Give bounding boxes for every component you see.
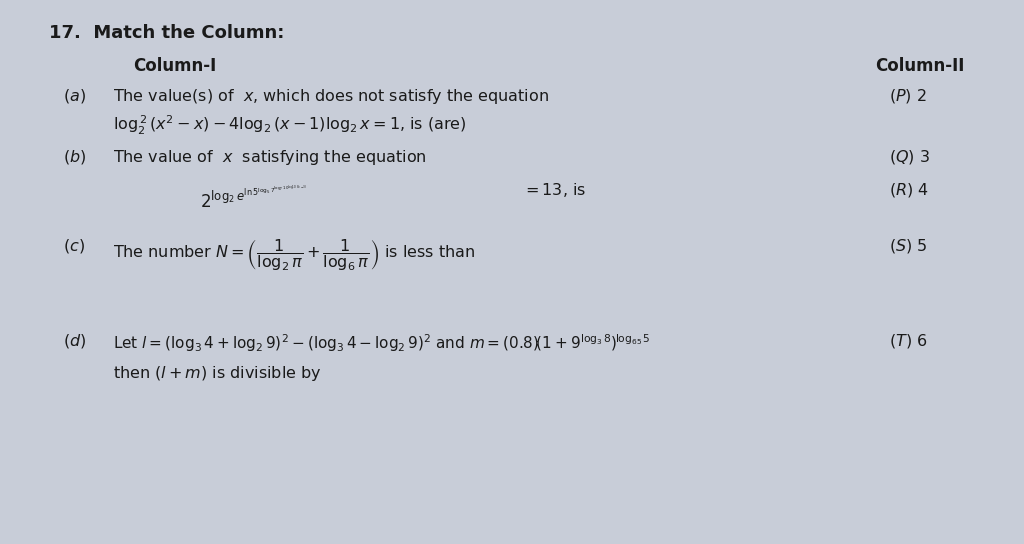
Text: The number $N = \left(\dfrac{1}{\log_2 \pi}+\dfrac{1}{\log_6 \pi}\right)$ is les: The number $N = \left(\dfrac{1}{\log_2 \… (113, 237, 475, 273)
Text: Column-I: Column-I (133, 57, 216, 75)
Text: $(d)$: $(d)$ (63, 332, 87, 350)
Text: $2^{\log_2 e^{\ln 5^{\log_5 7^{\log_7 10^{\log_{10}(8x-3)}}}}}$: $2^{\log_2 e^{\ln 5^{\log_5 7^{\log_7 10… (200, 185, 307, 212)
Text: $(R)\ 4$: $(R)\ 4$ (889, 181, 929, 199)
Text: $(Q)\ 3$: $(Q)\ 3$ (889, 148, 930, 166)
Text: Column-II: Column-II (876, 57, 965, 75)
Text: The value of  $x$  satisfying the equation: The value of $x$ satisfying the equation (113, 148, 426, 167)
Text: $(T)\ 6$: $(T)\ 6$ (889, 332, 928, 350)
Text: $(b)$: $(b)$ (63, 148, 87, 166)
Text: $(P)\ 2$: $(P)\ 2$ (889, 87, 927, 105)
Text: 17.  Match the Column:: 17. Match the Column: (49, 24, 285, 42)
Text: The value(s) of  $x$, which does not satisfy the equation: The value(s) of $x$, which does not sati… (113, 87, 549, 106)
Text: $(c)$: $(c)$ (63, 237, 85, 255)
Text: $(S)\ 5$: $(S)\ 5$ (889, 237, 928, 255)
Text: then $(l+m)$ is divisible by: then $(l+m)$ is divisible by (113, 364, 322, 384)
Text: $= 13$, is: $= 13$, is (522, 181, 587, 199)
Text: $\log_2^{\,2}(x^2-x)-4\log_2(x-1)\log_2 x=1$, is (are): $\log_2^{\,2}(x^2-x)-4\log_2(x-1)\log_2 … (113, 114, 466, 138)
Text: Let $l=(\log_3 4+\log_2 9)^2-(\log_3 4-\log_2 9)^2$ and $m=(0.8)\!\left(1+9^{\lo: Let $l=(\log_3 4+\log_2 9)^2-(\log_3 4-\… (113, 332, 650, 354)
Text: $(a)$: $(a)$ (63, 87, 86, 105)
